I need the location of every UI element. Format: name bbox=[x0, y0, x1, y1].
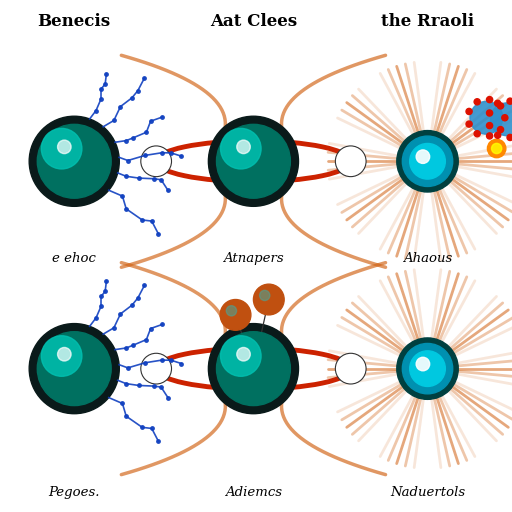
Circle shape bbox=[474, 131, 480, 137]
Circle shape bbox=[495, 132, 501, 138]
Circle shape bbox=[57, 348, 71, 361]
Text: Adiemcs: Adiemcs bbox=[225, 486, 282, 499]
Circle shape bbox=[220, 300, 251, 330]
Text: the Rraoli: the Rraoli bbox=[381, 13, 474, 30]
Circle shape bbox=[490, 103, 512, 136]
Circle shape bbox=[486, 97, 493, 103]
Text: Benecis: Benecis bbox=[38, 13, 111, 30]
Ellipse shape bbox=[335, 353, 366, 384]
Circle shape bbox=[217, 124, 290, 198]
Circle shape bbox=[226, 306, 237, 316]
Circle shape bbox=[474, 99, 480, 105]
Circle shape bbox=[498, 126, 504, 133]
Circle shape bbox=[492, 143, 502, 154]
Circle shape bbox=[410, 351, 445, 387]
Circle shape bbox=[37, 332, 111, 406]
Circle shape bbox=[217, 332, 290, 406]
Circle shape bbox=[487, 139, 506, 158]
Circle shape bbox=[237, 348, 250, 361]
Ellipse shape bbox=[141, 353, 172, 384]
Circle shape bbox=[486, 122, 493, 129]
Ellipse shape bbox=[141, 146, 172, 177]
Circle shape bbox=[495, 100, 501, 106]
Circle shape bbox=[260, 290, 270, 301]
Circle shape bbox=[402, 136, 453, 186]
Circle shape bbox=[37, 124, 111, 198]
Circle shape bbox=[208, 324, 298, 414]
Circle shape bbox=[402, 344, 453, 394]
Circle shape bbox=[41, 336, 82, 376]
Circle shape bbox=[416, 357, 430, 371]
Circle shape bbox=[221, 336, 261, 376]
Text: Aat Clees: Aat Clees bbox=[210, 13, 297, 30]
Circle shape bbox=[397, 131, 458, 192]
Circle shape bbox=[466, 121, 472, 127]
Circle shape bbox=[486, 133, 493, 139]
Circle shape bbox=[208, 116, 298, 206]
Circle shape bbox=[397, 338, 458, 399]
Circle shape bbox=[502, 115, 508, 121]
Circle shape bbox=[41, 129, 82, 169]
Ellipse shape bbox=[335, 146, 366, 177]
Circle shape bbox=[486, 110, 493, 116]
Text: Atnapers: Atnapers bbox=[223, 252, 284, 265]
Text: e ehoc: e ehoc bbox=[52, 252, 96, 265]
Circle shape bbox=[507, 134, 512, 140]
Circle shape bbox=[29, 324, 119, 414]
Text: Pegoes.: Pegoes. bbox=[49, 486, 100, 499]
Circle shape bbox=[221, 129, 261, 169]
Circle shape bbox=[416, 150, 430, 163]
Circle shape bbox=[466, 109, 472, 115]
Circle shape bbox=[507, 98, 512, 104]
Circle shape bbox=[237, 140, 250, 154]
Circle shape bbox=[29, 116, 119, 206]
Text: Naduertols: Naduertols bbox=[390, 486, 465, 499]
Circle shape bbox=[57, 140, 71, 154]
Circle shape bbox=[410, 143, 445, 179]
Circle shape bbox=[253, 284, 284, 315]
Text: Ahaous: Ahaous bbox=[403, 252, 452, 265]
Circle shape bbox=[498, 103, 504, 109]
Circle shape bbox=[470, 101, 503, 134]
